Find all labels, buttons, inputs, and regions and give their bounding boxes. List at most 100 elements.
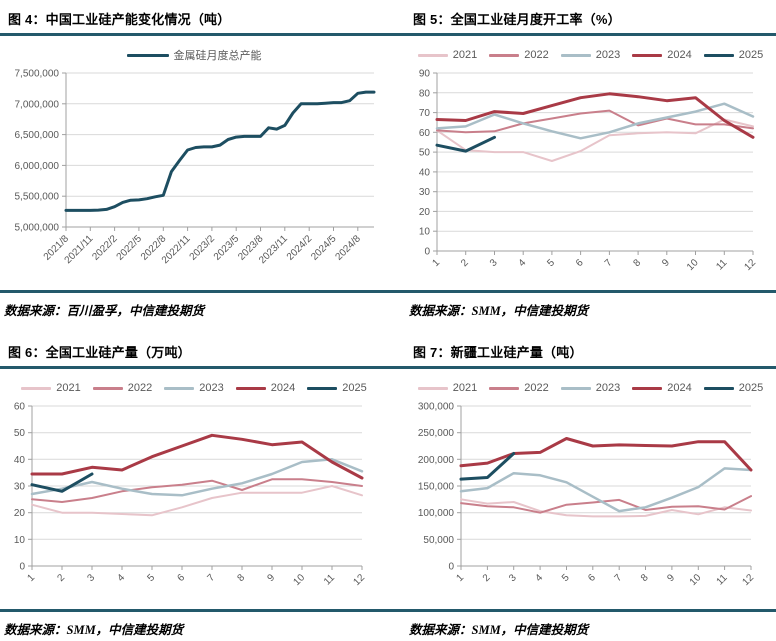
svg-text:10: 10 (291, 572, 307, 588)
legend-item-2025: 2025 (703, 382, 764, 394)
legend-label: 金属硅月度总产能 (173, 50, 262, 62)
legend-label: 2025 (738, 49, 764, 61)
svg-text:6,000,000: 6,000,000 (15, 161, 60, 172)
row2-titles: 图 6：全国工业硅产量（万吨） 图 7：新疆工业硅产量（吨） (0, 335, 776, 366)
legend-line-swatch (560, 386, 591, 390)
svg-text:80: 80 (419, 88, 431, 99)
figure6-title-cell: 图 6：全国工业硅产量（万吨） (0, 335, 388, 366)
figure7-plot: 0 50,000 100,000 150,000 200,000 250,000 300,0… (407, 398, 776, 601)
svg-text:5,000,000: 5,000,000 (15, 223, 60, 234)
svg-text:10: 10 (419, 227, 431, 238)
svg-text:2024/8: 2024/8 (334, 233, 364, 263)
svg-text:3: 3 (507, 572, 519, 584)
legend-item-2021: 2021 (21, 382, 81, 394)
figure4-source-cell: 数据来源：百川盈孚，中信建投期货 (0, 293, 388, 320)
svg-text:7,500,000: 7,500,000 (15, 69, 60, 80)
svg-text:6: 6 (574, 257, 586, 269)
svg-text:2024/5: 2024/5 (309, 233, 339, 263)
legend-line-swatch (560, 53, 591, 57)
legend-line-swatch (92, 386, 123, 390)
row1-titles: 图 4：中国工业硅产能变化情况（吨） 图 5：全国工业硅月度开工率（%） (0, 2, 776, 33)
svg-text:3: 3 (488, 257, 500, 269)
svg-text:9: 9 (265, 572, 277, 584)
figure5-chart: 2021 2022 2023 2024 2025 0 10 20 30 40 50 60 70 80 90… (388, 36, 776, 290)
svg-text:4: 4 (517, 257, 529, 269)
legend-line-swatch (632, 53, 663, 57)
legend-line-swatch (307, 386, 338, 390)
svg-text:11: 11 (715, 572, 730, 587)
svg-text:9: 9 (660, 257, 672, 269)
svg-text:60: 60 (419, 128, 431, 139)
row2-source-rule (0, 609, 776, 612)
svg-text:200,000: 200,000 (418, 455, 455, 466)
legend-item-2025: 2025 (703, 49, 764, 61)
svg-text:4: 4 (534, 572, 546, 584)
figure5-source: 数据来源：SMM，中信建投期货 (409, 304, 589, 318)
figure6-source: 数据来源：SMM，中信建投期货 (4, 623, 184, 637)
legend-label: 2022 (524, 382, 549, 394)
figure7-title: 图 7：新疆工业硅产量（吨） (413, 345, 583, 360)
figure5-source-cell: 数据来源：SMM，中信建投期货 (388, 293, 776, 320)
svg-text:10: 10 (688, 572, 704, 588)
legend-label: 2021 (452, 49, 478, 61)
legend-line-swatch (703, 53, 734, 57)
svg-text:30: 30 (14, 482, 26, 493)
figure7-source-cell: 数据来源：SMM，中信建投期货 (388, 612, 776, 639)
svg-text:6,500,000: 6,500,000 (15, 130, 60, 141)
figure5-title: 图 5：全国工业硅月度开工率（%） (413, 12, 621, 27)
svg-text:30: 30 (419, 187, 431, 198)
legend-item-2024: 2024 (235, 382, 296, 394)
legend-item-2023: 2023 (560, 49, 621, 61)
svg-text:5,500,000: 5,500,000 (15, 192, 60, 203)
svg-text:250,000: 250,000 (418, 428, 455, 439)
svg-text:2022/2: 2022/2 (90, 233, 120, 263)
figure4-source: 数据来源：百川盈孚，中信建投期货 (4, 304, 205, 318)
legend-label: 2021 (452, 382, 478, 394)
figure7-chart: 2021 2022 2023 2024 2025 0 50,000 100,000 150,0… (388, 369, 776, 609)
svg-text:7: 7 (205, 572, 217, 584)
svg-text:20: 20 (419, 207, 431, 218)
figure6-title: 图 6：全国工业硅产量（万吨） (8, 345, 191, 360)
fig4-svg: 5,000,000 5,500,000 6,000,000 6,500,000 7,00… (15, 69, 376, 266)
svg-text:8: 8 (632, 257, 644, 269)
fig7-svg: 0 50,000 100,000 150,000 200,000 250,000 300,0… (418, 402, 757, 588)
svg-text:10: 10 (14, 535, 26, 546)
legend-line-swatch (235, 386, 266, 390)
legend-line-swatch (417, 53, 448, 57)
svg-text:5: 5 (145, 572, 157, 584)
figure4-legend: 金属硅月度总产能 (0, 48, 388, 62)
row1-charts: 金属硅月度总产能 5,000,000 5,500,000 6,000,000 6,50… (0, 36, 776, 290)
svg-text:3: 3 (85, 572, 97, 584)
svg-text:300,000: 300,000 (418, 402, 455, 413)
figure4-chart: 金属硅月度总产能 5,000,000 5,500,000 6,000,000 6,50… (0, 36, 388, 290)
svg-text:12: 12 (742, 257, 758, 273)
svg-text:60: 60 (14, 402, 26, 413)
legend-line-swatch (632, 386, 663, 390)
figure5-title-cell: 图 5：全国工业硅月度开工率（%） (388, 2, 776, 33)
svg-text:10: 10 (685, 257, 701, 273)
legend-label: 2023 (595, 49, 621, 61)
legend-label: 2025 (738, 382, 764, 394)
legend-line-swatch (489, 386, 520, 390)
svg-text:2: 2 (55, 572, 67, 584)
legend-line-swatch (703, 386, 734, 390)
svg-text:70: 70 (419, 108, 431, 119)
figure6-chart: 2021 2022 2023 2024 2025 0 10 20 30 40 50 60 1 2 3 4 5 6… (0, 369, 388, 609)
svg-text:50: 50 (14, 428, 26, 439)
legend-label: 2022 (127, 382, 153, 394)
legend-label: 2025 (342, 382, 367, 394)
legend-label: 2024 (270, 382, 296, 394)
legend-item-2022: 2022 (489, 382, 549, 394)
svg-text:6: 6 (586, 572, 598, 584)
svg-text:5: 5 (545, 257, 557, 269)
legend-item-2024: 2024 (632, 382, 692, 394)
svg-text:7,000,000: 7,000,000 (15, 99, 60, 110)
legend-item-2022: 2022 (92, 382, 153, 394)
figure7-legend: 2021 2022 2023 2024 2025 (405, 381, 776, 395)
figure6-legend: 2021 2022 2023 2024 2025 (0, 381, 388, 395)
row2-charts: 2021 2022 2023 2024 2025 0 10 20 30 40 50 60 1 2 3 4 5 6… (0, 369, 776, 609)
svg-text:2: 2 (481, 572, 493, 584)
svg-text:40: 40 (419, 167, 431, 178)
